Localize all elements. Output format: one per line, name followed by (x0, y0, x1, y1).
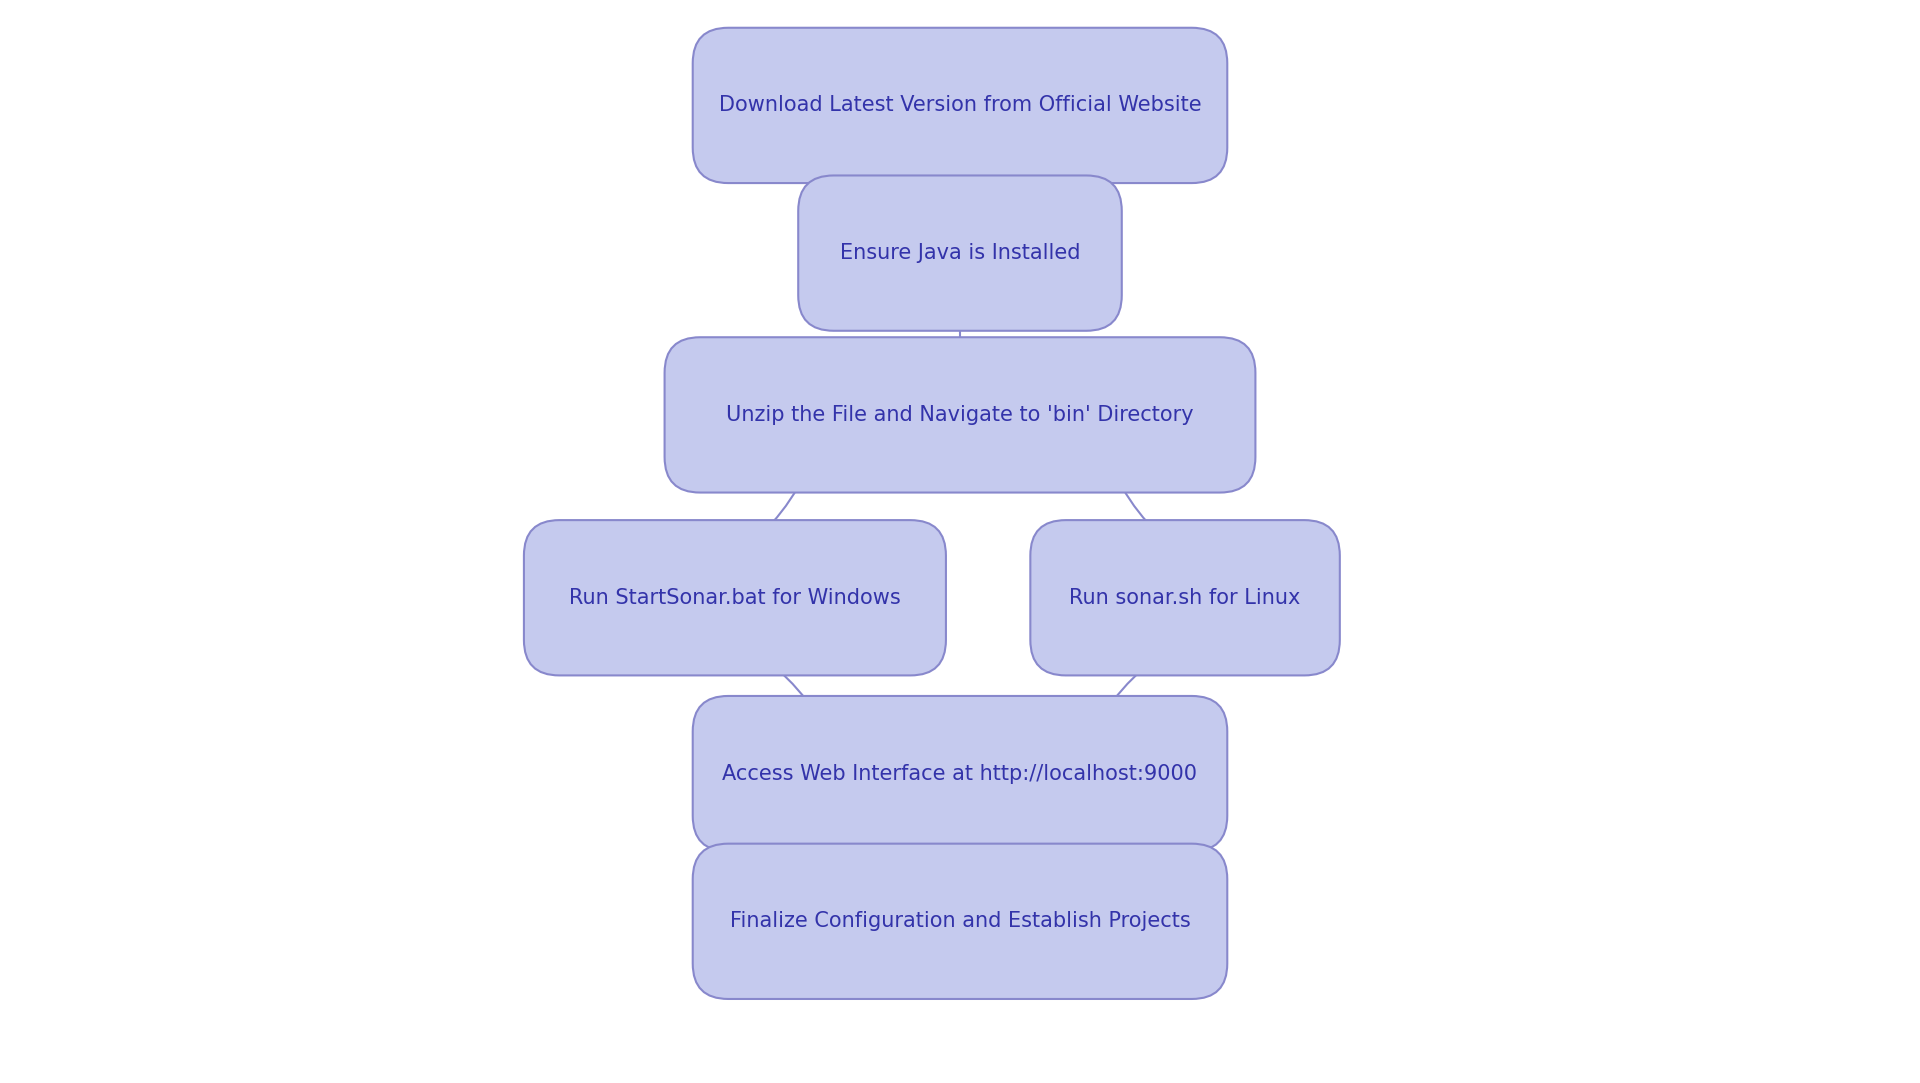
Text: Finalize Configuration and Establish Projects: Finalize Configuration and Establish Pro… (730, 911, 1190, 931)
FancyBboxPatch shape (693, 28, 1227, 183)
Text: Access Web Interface at http://localhost:9000: Access Web Interface at http://localhost… (722, 764, 1198, 784)
FancyBboxPatch shape (693, 844, 1227, 999)
Text: Run StartSonar.bat for Windows: Run StartSonar.bat for Windows (568, 588, 900, 608)
Text: Download Latest Version from Official Website: Download Latest Version from Official We… (718, 95, 1202, 116)
FancyBboxPatch shape (524, 520, 947, 676)
FancyBboxPatch shape (693, 696, 1227, 851)
Text: Ensure Java is Installed: Ensure Java is Installed (839, 243, 1081, 263)
FancyBboxPatch shape (799, 175, 1121, 330)
Text: Run sonar.sh for Linux: Run sonar.sh for Linux (1069, 588, 1300, 608)
Text: Unzip the File and Navigate to 'bin' Directory: Unzip the File and Navigate to 'bin' Dir… (726, 405, 1194, 425)
FancyBboxPatch shape (664, 337, 1256, 493)
FancyBboxPatch shape (1031, 520, 1340, 676)
